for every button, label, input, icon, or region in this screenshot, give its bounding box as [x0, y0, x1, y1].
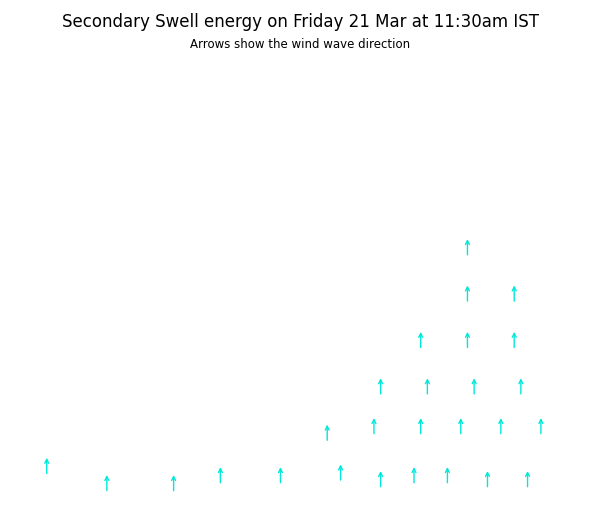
Text: Secondary Swell energy on Friday 21 Mar at 11:30am IST: Secondary Swell energy on Friday 21 Mar …	[62, 13, 539, 31]
Text: Arrows show the wind wave direction: Arrows show the wind wave direction	[191, 37, 410, 51]
